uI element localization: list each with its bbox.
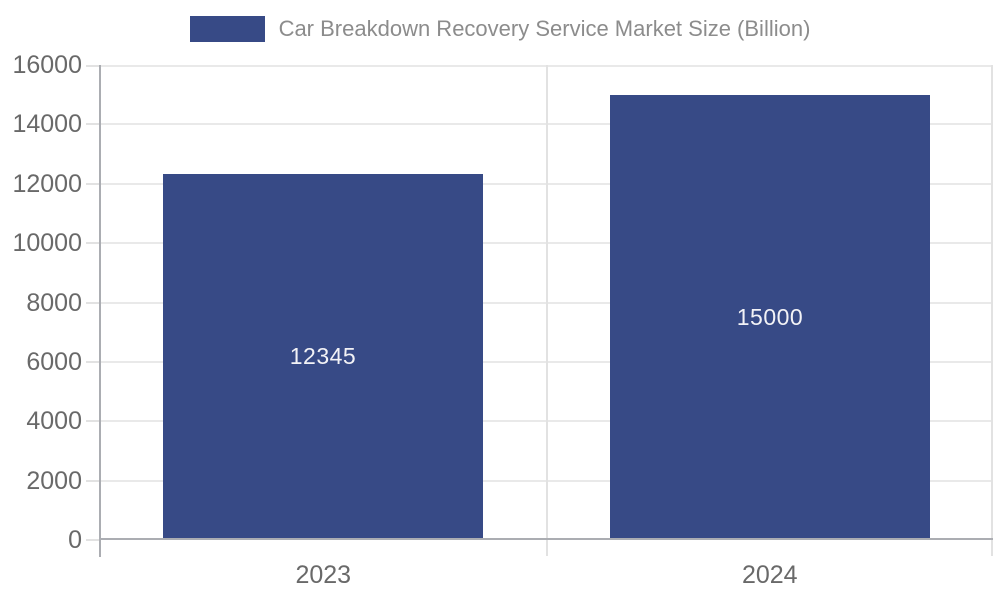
legend-swatch-icon: [189, 16, 265, 42]
y-axis-tick: [86, 539, 100, 541]
legend-label: Car Breakdown Recovery Service Market Si…: [278, 16, 811, 41]
y-axis-tick: [86, 182, 100, 185]
y-axis-line: [99, 65, 101, 557]
bar[interactable]: 12345: [163, 173, 483, 540]
y-axis-tick: [86, 420, 100, 423]
y-axis-tick: [86, 479, 100, 482]
category-boundary-line: [991, 65, 993, 556]
bar[interactable]: 15000: [610, 94, 930, 540]
plot-area: 0 2000 4000 6000 8000 10000 12000 14000 16000 123…: [12, 51, 993, 589]
y-tick-label: 10000: [12, 229, 82, 258]
y-tick-label: 2000: [26, 466, 82, 495]
y-axis-tick: [86, 360, 100, 363]
y-axis-tick: [86, 65, 100, 67]
x-tick-label: 2023: [295, 561, 352, 589]
y-tick-label: 6000: [26, 347, 82, 376]
bar-value-label: 15000: [736, 303, 804, 330]
y-axis-tick: [86, 123, 100, 126]
category-boundary-line: [546, 65, 548, 556]
y-axis-tick: [86, 242, 100, 245]
x-axis-line: [100, 538, 993, 540]
y-tick-label: 14000: [12, 110, 82, 139]
y-tick-label: 16000: [12, 51, 82, 79]
bar-value-label: 12345: [289, 343, 357, 370]
y-tick-label: 8000: [26, 288, 82, 317]
x-tick-label: 2024: [741, 561, 798, 589]
chart-legend[interactable]: Car Breakdown Recovery Service Market Si…: [0, 16, 1000, 42]
y-axis-tick: [86, 301, 100, 304]
y-tick-label: 12000: [12, 169, 82, 198]
y-tick-label: 4000: [26, 407, 82, 436]
y-tick-label: 0: [68, 526, 82, 554]
